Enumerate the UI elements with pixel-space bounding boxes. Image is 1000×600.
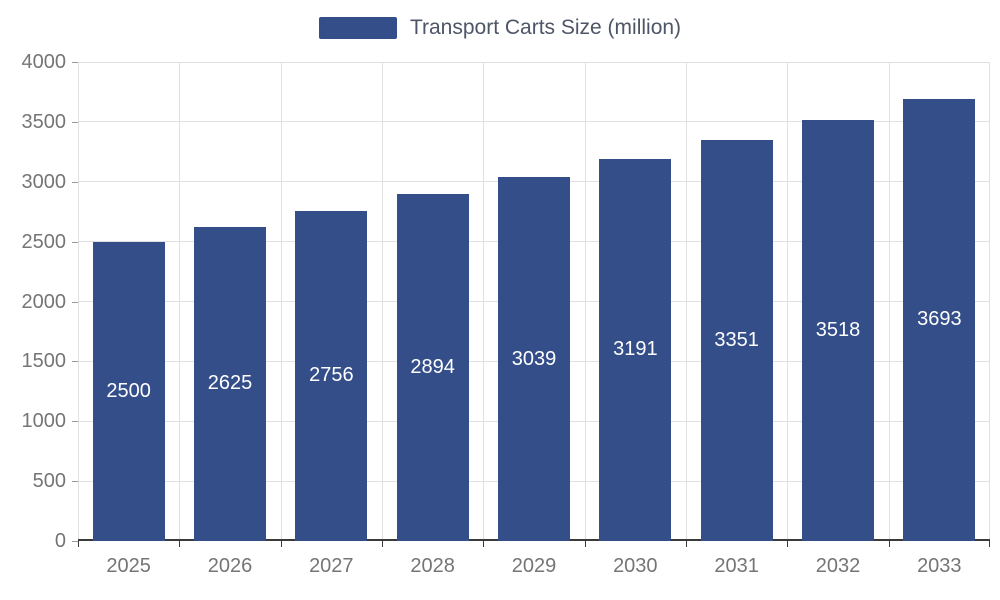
y-axis-label: 500 bbox=[32, 470, 66, 493]
x-axis-label: 2032 bbox=[815, 555, 861, 577]
x-axis-label: 2025 bbox=[106, 555, 151, 577]
y-axis-label: 2500 bbox=[21, 230, 67, 253]
x-axis-tick bbox=[280, 541, 282, 547]
legend-swatch bbox=[318, 17, 397, 39]
x-axis-label: 2030 bbox=[613, 555, 658, 577]
x-axis-tick bbox=[179, 541, 181, 547]
bar: 2500 bbox=[92, 241, 165, 541]
gridline-vertical bbox=[584, 62, 586, 539]
legend-label: Transport Carts Size (million) bbox=[409, 16, 682, 39]
bar: 3518 bbox=[802, 119, 874, 541]
x-axis-label: 2026 bbox=[207, 555, 253, 577]
legend[interactable]: Transport Carts Size (million) bbox=[0, 16, 1000, 40]
bar: 2625 bbox=[194, 226, 266, 541]
y-axis-label: 3000 bbox=[21, 170, 67, 193]
gridline-vertical bbox=[686, 62, 687, 539]
y-axis-label: 0 bbox=[54, 530, 66, 552]
x-axis-tick bbox=[686, 541, 687, 547]
gridline-vertical bbox=[280, 62, 282, 539]
x-axis-tick bbox=[78, 541, 79, 547]
x-axis-tick bbox=[888, 541, 890, 547]
bar-value-label: 2625 bbox=[207, 372, 253, 395]
x-axis-label: 2028 bbox=[410, 555, 455, 577]
x-axis-label: 2031 bbox=[714, 555, 759, 577]
bar-value-label: 3518 bbox=[815, 318, 861, 341]
gridline-horizontal bbox=[78, 121, 990, 123]
gridline-vertical bbox=[888, 62, 890, 539]
gridline-vertical bbox=[78, 62, 79, 539]
y-axis-label: 3500 bbox=[21, 110, 67, 133]
gridline-vertical bbox=[179, 62, 181, 539]
bar-value-label: 3039 bbox=[511, 347, 557, 370]
plot-area: 2500 2625 2756 2894 3039 3191 3351 3518 3693 bbox=[78, 61, 990, 541]
y-axis-label: 1500 bbox=[21, 350, 67, 373]
y-axis-label: 2000 bbox=[21, 290, 67, 313]
x-axis-tick bbox=[989, 541, 990, 547]
bar-value-label: 2500 bbox=[106, 379, 151, 402]
gridline-vertical bbox=[382, 62, 383, 539]
bar-value-label: 2756 bbox=[309, 364, 354, 387]
gridline-vertical bbox=[787, 62, 789, 539]
bar: 3191 bbox=[599, 158, 672, 541]
y-axis-label: 4000 bbox=[21, 51, 67, 73]
gridline-horizontal bbox=[78, 61, 990, 63]
bar: 2894 bbox=[396, 194, 469, 541]
x-axis-label: 2029 bbox=[511, 555, 557, 577]
bar-value-label: 3693 bbox=[917, 308, 962, 331]
x-axis-tick bbox=[787, 541, 789, 547]
bar-value-label: 3351 bbox=[714, 328, 759, 351]
bar: 2756 bbox=[295, 210, 368, 541]
bar-value-label: 3191 bbox=[613, 338, 658, 361]
gridline-vertical bbox=[483, 62, 485, 539]
bar: 3693 bbox=[903, 98, 976, 541]
y-axis-tick bbox=[72, 541, 78, 542]
bar-value-label: 2894 bbox=[410, 356, 455, 379]
x-axis-tick bbox=[483, 541, 485, 547]
bar: 3351 bbox=[700, 139, 773, 541]
bar: 3039 bbox=[498, 177, 570, 541]
x-axis-tick bbox=[584, 541, 586, 547]
x-axis-label: 2033 bbox=[917, 555, 962, 577]
x-axis-label: 2027 bbox=[309, 555, 354, 577]
y-axis-label: 1000 bbox=[21, 410, 67, 433]
x-axis-tick bbox=[382, 541, 383, 547]
gridline-vertical bbox=[989, 62, 990, 539]
